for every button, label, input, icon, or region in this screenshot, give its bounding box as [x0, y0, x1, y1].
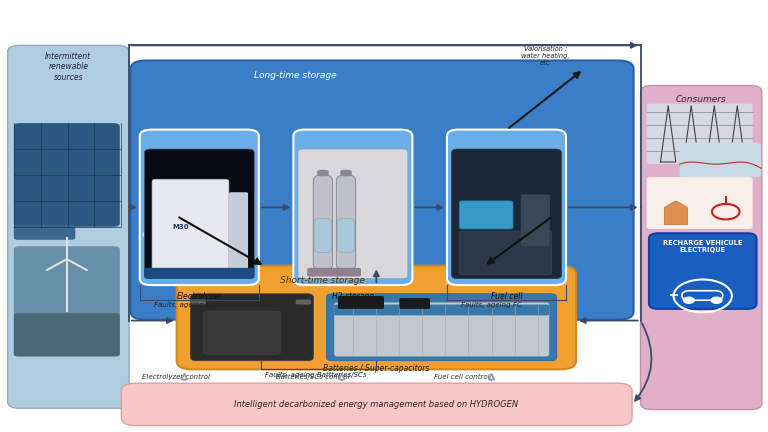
FancyBboxPatch shape [307, 268, 361, 276]
FancyBboxPatch shape [14, 313, 120, 356]
FancyBboxPatch shape [338, 296, 384, 309]
FancyBboxPatch shape [14, 246, 120, 356]
Polygon shape [664, 201, 687, 225]
Text: Batteries / Super-capacitors: Batteries / Super-capacitors [323, 364, 429, 373]
FancyBboxPatch shape [177, 266, 576, 369]
FancyBboxPatch shape [452, 149, 561, 279]
FancyBboxPatch shape [521, 194, 550, 246]
FancyBboxPatch shape [336, 175, 356, 270]
FancyBboxPatch shape [649, 233, 756, 309]
Text: Long-time storage: Long-time storage [254, 71, 337, 80]
FancyBboxPatch shape [459, 201, 513, 229]
FancyBboxPatch shape [296, 299, 311, 305]
FancyBboxPatch shape [334, 302, 549, 356]
FancyBboxPatch shape [204, 311, 280, 354]
FancyBboxPatch shape [334, 305, 549, 315]
Text: Faults, ageing Battteries/SCs: Faults, ageing Battteries/SCs [265, 372, 366, 378]
FancyBboxPatch shape [399, 298, 430, 309]
FancyBboxPatch shape [131, 60, 634, 320]
FancyBboxPatch shape [144, 149, 254, 279]
Text: H2 storage: H2 storage [333, 292, 374, 301]
Text: Electrolyzer: Electrolyzer [177, 292, 222, 301]
Text: Intermittent
renewable
sources: Intermittent renewable sources [45, 52, 91, 82]
Text: Intelligent decarbonized energy management based on HYDROGEN: Intelligent decarbonized energy manageme… [234, 400, 518, 409]
FancyBboxPatch shape [229, 192, 248, 270]
FancyBboxPatch shape [293, 130, 412, 285]
FancyBboxPatch shape [317, 170, 329, 176]
FancyBboxPatch shape [447, 130, 566, 285]
FancyBboxPatch shape [144, 268, 254, 279]
Text: Fuel cell control: Fuel cell control [434, 374, 489, 380]
Text: Electrolyzer control: Electrolyzer control [142, 374, 210, 380]
FancyBboxPatch shape [140, 130, 259, 285]
FancyBboxPatch shape [298, 149, 408, 279]
FancyBboxPatch shape [142, 229, 184, 240]
FancyBboxPatch shape [340, 170, 352, 176]
Circle shape [684, 297, 694, 303]
Text: Valorisation :
water heating,
etc: Valorisation : water heating, etc [521, 46, 570, 66]
FancyBboxPatch shape [313, 175, 333, 270]
Text: Consumers: Consumers [676, 95, 727, 104]
FancyBboxPatch shape [641, 86, 762, 410]
Text: Faults, ageing EL: Faults, ageing EL [154, 302, 214, 308]
Circle shape [141, 222, 174, 241]
Text: RECHARGE VEHICULE
ELECTRIQUE: RECHARGE VEHICULE ELECTRIQUE [663, 240, 743, 253]
FancyBboxPatch shape [647, 104, 753, 164]
FancyBboxPatch shape [314, 218, 332, 253]
Text: Short-time storage: Short-time storage [280, 276, 365, 285]
Text: Faults, ageing FC: Faults, ageing FC [461, 302, 521, 308]
FancyBboxPatch shape [680, 143, 761, 177]
FancyBboxPatch shape [14, 123, 120, 227]
FancyBboxPatch shape [326, 294, 557, 361]
FancyBboxPatch shape [190, 299, 206, 305]
FancyBboxPatch shape [8, 45, 129, 408]
Text: M30: M30 [172, 224, 189, 230]
FancyBboxPatch shape [190, 294, 313, 361]
FancyBboxPatch shape [337, 218, 355, 253]
FancyBboxPatch shape [459, 231, 551, 274]
Text: Fuel cell: Fuel cell [491, 292, 523, 301]
FancyBboxPatch shape [152, 179, 229, 274]
Circle shape [711, 297, 722, 303]
FancyBboxPatch shape [121, 383, 632, 426]
Text: Batteries/SCs control: Batteries/SCs control [276, 374, 350, 380]
FancyBboxPatch shape [14, 225, 75, 240]
FancyBboxPatch shape [647, 177, 753, 229]
